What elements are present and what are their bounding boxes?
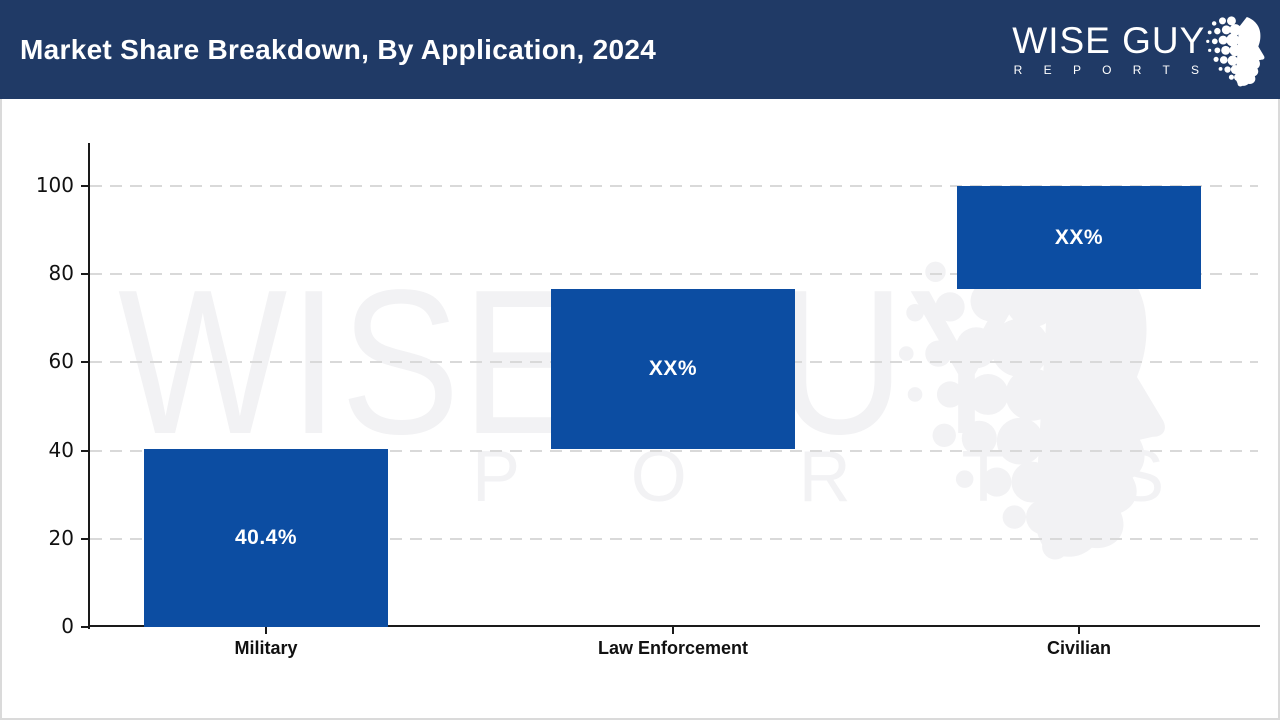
x-tick-label: Military [234, 638, 298, 658]
logo-subtext: R E P O R T S [1013, 63, 1208, 77]
y-tick-mark [81, 185, 88, 187]
bar-value-label: XX% [648, 357, 698, 380]
y-tick-mark [81, 449, 88, 452]
grid-line [90, 449, 1258, 452]
y-tick-mark [81, 361, 88, 364]
bar-value-label: XX% [1054, 225, 1104, 249]
y-tick-label: 40 [48, 437, 74, 462]
bar: 40.4% [144, 448, 388, 627]
chart-canvas: WISE GUY R E P O R T S 0 20 40 60 80 100 40.4%… [0, 99, 1280, 720]
y-tick-label: 80 [48, 261, 74, 286]
y-tick-label: 100 [35, 173, 74, 197]
wiseguy-logo: WISE GUY R E P O R T S [1010, 12, 1266, 88]
dotted-head-icon [1206, 15, 1265, 86]
bar: XX% [551, 289, 795, 449]
x-tick-label: Civilian [1046, 638, 1112, 658]
logo-text: WISE GUY R E P O R T S [1010, 22, 1208, 77]
y-tick-mark [81, 537, 88, 540]
y-axis-line [88, 143, 90, 629]
y-tick-label: 20 [48, 525, 74, 550]
x-tick-label: Law Enforcement [597, 638, 749, 658]
x-tick-mark [1078, 627, 1080, 634]
plot-area: 0 20 40 60 80 100 40.4% Military XX% Law Enforcem… [36, 143, 1260, 658]
y-tick-mark [81, 626, 88, 628]
grid-line [90, 537, 1258, 540]
y-tick-label: 60 [48, 349, 74, 374]
bar: XX% [957, 186, 1201, 290]
x-tick-mark [265, 627, 267, 634]
logo-wordmark: WISE GUY [1012, 20, 1206, 61]
y-tick-label: 0 [61, 614, 74, 638]
x-axis-line [88, 625, 1260, 627]
page-title: Market Share Breakdown, By Application, … [20, 33, 657, 65]
grid-line [90, 273, 1258, 276]
header: Market Share Breakdown, By Application, … [0, 0, 1280, 99]
y-tick-mark [81, 273, 88, 276]
bar-value-label: 40.4% [234, 525, 298, 549]
grid-line [90, 185, 1258, 187]
x-tick-mark [672, 627, 674, 634]
